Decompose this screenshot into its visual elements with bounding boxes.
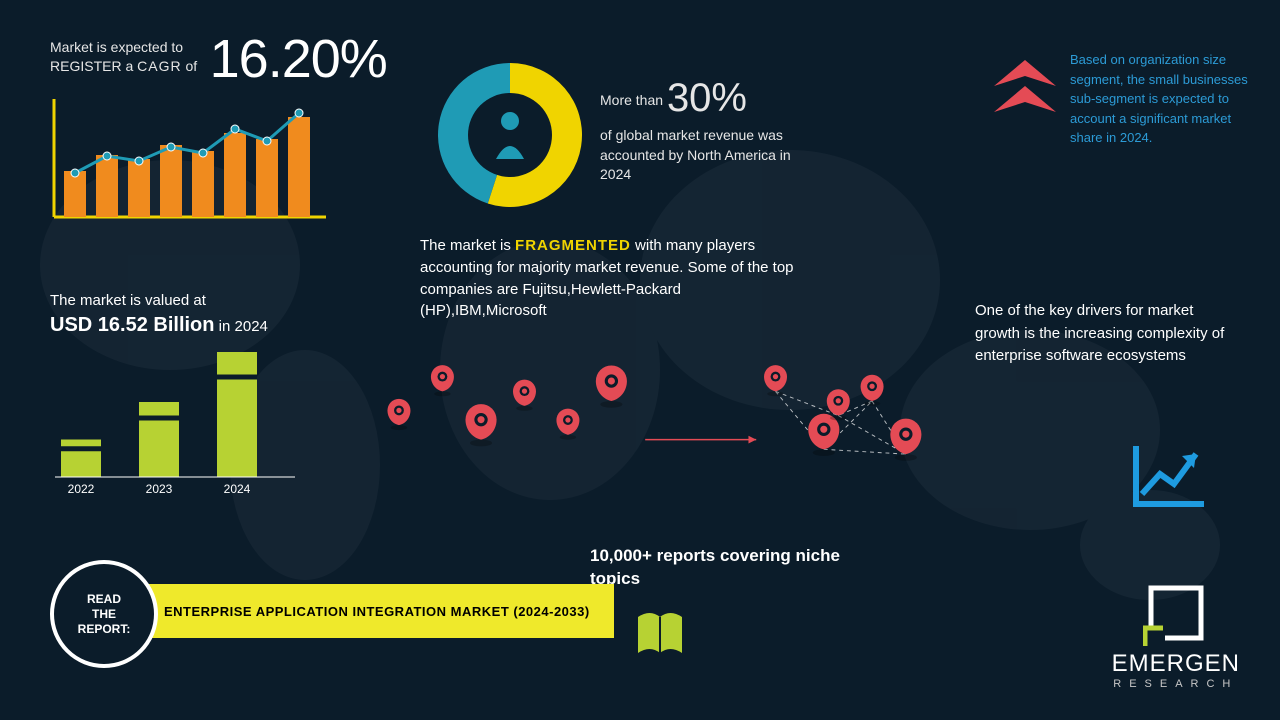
- emergen-logo: EMERGEN RESEARCH: [1112, 580, 1240, 690]
- svg-text:2022: 2022: [68, 482, 95, 496]
- market-connectivity-graphic: [370, 360, 930, 500]
- driver-text: One of the key drivers for market growth…: [975, 300, 1235, 368]
- donut-caption: More than 30% of global market revenue w…: [600, 70, 820, 185]
- growth-arrow-icon: [1130, 440, 1210, 510]
- fragmented-paragraph: The market is FRAGMENTED with many playe…: [420, 235, 800, 322]
- logo-sub: RESEARCH: [1112, 678, 1240, 690]
- svg-text:2023: 2023: [146, 482, 173, 496]
- report-title-band[interactable]: ENTERPRISE APPLICATION INTEGRATION MARKE…: [102, 584, 614, 638]
- chevron-up-icon: [990, 60, 1060, 130]
- segment-text: Based on organization size segment, the …: [1070, 50, 1260, 148]
- cagr-value: 16.20%: [210, 28, 387, 90]
- cagr-bar-line-chart: [50, 95, 330, 230]
- valuation-bar-chart: 2022 2023 2024: [55, 345, 295, 500]
- read-report-cta[interactable]: ENTERPRISE APPLICATION INTEGRATION MARKE…: [50, 560, 560, 650]
- cagr-block: Market is expected to REGISTER a CAGR of…: [50, 28, 387, 90]
- donut-chart: [430, 55, 590, 215]
- read-report-badge[interactable]: READ THE REPORT:: [50, 560, 158, 668]
- valuation-block: The market is valued at USD 16.52 Billio…: [50, 290, 310, 339]
- book-icon: [630, 605, 690, 665]
- logo-mark-icon: [1143, 580, 1209, 646]
- svg-text:2024: 2024: [224, 482, 251, 496]
- logo-brand: EMERGEN: [1112, 650, 1240, 678]
- cagr-lead: Market is expected to REGISTER a CAGR of: [50, 38, 197, 76]
- reports-count-text: 10,000+ reports covering niche topics: [590, 545, 850, 591]
